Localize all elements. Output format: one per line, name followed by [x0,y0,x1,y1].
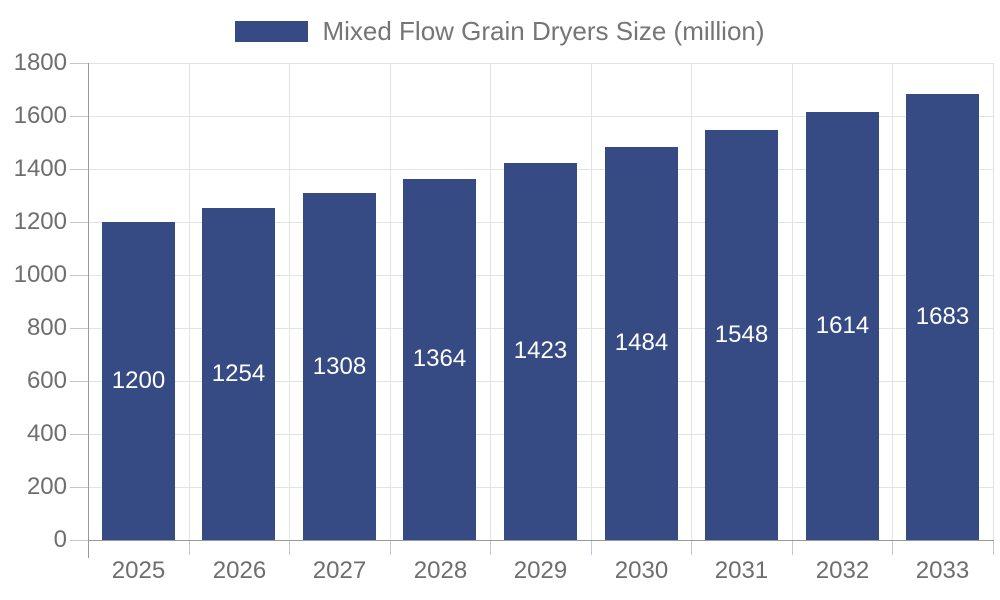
y-axis-tick-label: 600 [26,367,67,394]
x-axis-tick [892,541,893,555]
legend-title: Mixed Flow Grain Dryers Size (million) [322,15,765,46]
y-axis-tick [70,63,88,64]
gridline-vertical [189,63,190,540]
y-axis-line [88,63,89,558]
bar-value-label: 1548 [714,321,769,348]
x-axis-tick-label: 2027 [312,557,367,584]
bar[interactable] [202,208,275,540]
y-axis-tick-label: 1200 [13,208,67,235]
x-axis-line [88,540,994,541]
y-axis-tick-label: 200 [26,473,67,500]
bar-value-label: 1423 [513,337,568,364]
chart-legend[interactable]: Mixed Flow Grain Dryers Size (million) [0,13,1000,49]
gridline-vertical [591,63,592,540]
y-axis-tick-label: 0 [53,526,67,553]
y-axis-tick [70,487,88,488]
x-axis-tick [591,541,592,555]
y-axis-tick-label: 1400 [13,155,67,182]
y-axis-tick [70,275,88,276]
gridline-vertical [892,63,893,540]
x-axis-tick-label: 2031 [714,557,769,584]
gridline-horizontal [88,63,993,64]
y-axis-tick-label: 1800 [13,49,67,76]
legend-swatch [235,20,309,42]
y-axis-tick-label: 1000 [13,261,67,288]
gridline-vertical [490,63,491,540]
x-axis-tick [792,541,793,555]
gridline-vertical [792,63,793,540]
gridline-vertical [289,63,290,540]
bar-value-label: 1308 [312,353,367,380]
x-axis-tick-label: 2029 [513,557,568,584]
x-axis-tick-label: 2030 [614,557,669,584]
bar[interactable] [705,130,778,540]
bar[interactable] [403,179,476,540]
y-axis-tick-label: 800 [26,314,67,341]
x-axis-tick-label: 2028 [413,557,468,584]
gridline-vertical [993,63,994,540]
x-axis-tick-label: 2025 [111,557,166,584]
bar-value-label: 1683 [915,303,970,330]
bar[interactable] [504,163,577,540]
bar-value-label: 1484 [614,329,669,356]
gridline-horizontal [88,116,993,117]
bar[interactable] [303,193,376,540]
y-axis-tick [70,222,88,223]
y-axis-tick [70,381,88,382]
bar-value-label: 1254 [211,360,266,387]
x-axis-tick [993,541,994,555]
bar-value-label: 1200 [111,367,166,394]
gridline-vertical [691,63,692,540]
y-axis-tick [70,328,88,329]
bar[interactable] [605,147,678,540]
y-axis-tick [70,540,88,541]
y-axis-tick [70,169,88,170]
x-axis-tick [289,541,290,555]
y-axis-tick [70,434,88,435]
y-axis-tick [70,116,88,117]
y-axis-tick-label: 400 [26,420,67,447]
x-axis-tick-label: 2032 [815,557,870,584]
x-axis-tick [490,541,491,555]
y-axis-tick-label: 1600 [13,102,67,129]
bar-value-label: 1364 [412,345,467,372]
bar-value-label: 1614 [815,312,870,339]
x-axis-tick-label: 2033 [915,557,970,584]
x-axis-tick [189,541,190,555]
bar[interactable] [906,94,979,540]
bar[interactable] [102,222,175,540]
x-axis-tick [390,541,391,555]
x-axis-tick [691,541,692,555]
bar[interactable] [806,112,879,540]
gridline-vertical [390,63,391,540]
x-axis-tick-label: 2026 [212,557,267,584]
